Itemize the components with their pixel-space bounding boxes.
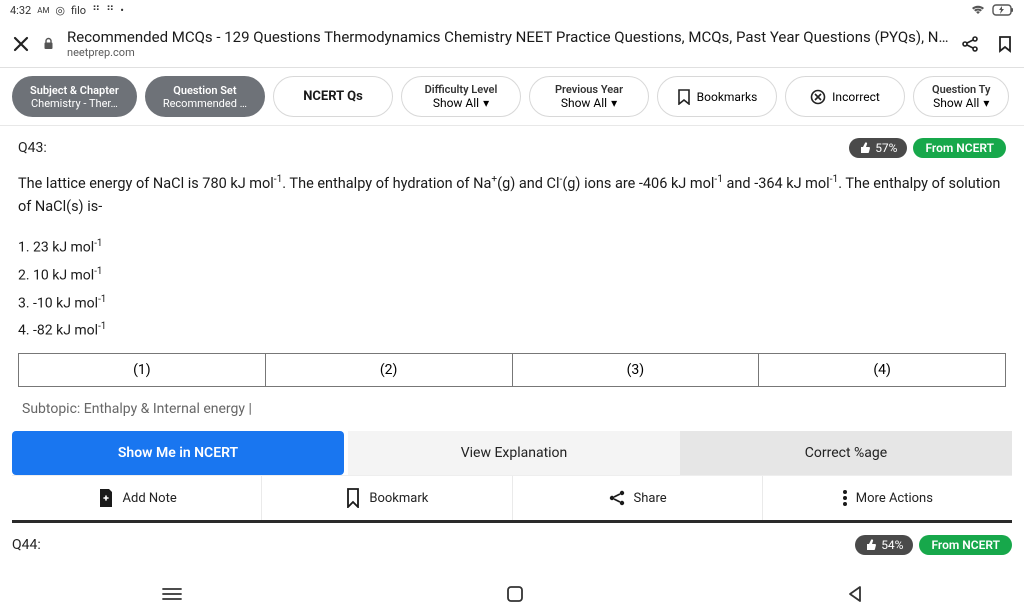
dot-icon: • [120,4,124,17]
thumbs-up-icon [859,142,871,154]
answer-cell-4[interactable]: (4) [759,354,1005,386]
chip-difficulty-top: Difficulty Level [425,83,498,96]
filter-chips-row: Subject & Chapter Chemistry - Ther… Ques… [0,68,1024,126]
page-title: Recommended MCQs - 129 Questions Thermod… [67,28,949,46]
chip-prevyear-top: Previous Year [555,83,623,96]
recents-icon[interactable] [161,586,183,602]
button-row: Show Me in NCERT View Explanation Correc… [12,431,1012,475]
more-actions-label: More Actions [856,491,933,506]
question-card-44: Q44: 54% From NCERT [12,535,1012,555]
add-note-button[interactable]: Add Note [12,476,261,520]
subtopic-value: Enthalpy & Internal energy | [84,401,252,417]
battery-icon [992,4,1014,16]
chip-question-set[interactable]: Question Set Recommended … [145,76,265,117]
home-icon[interactable] [506,585,524,603]
back-icon[interactable] [847,585,863,603]
option-4: 4. -82 kJ mol-1 [18,321,1006,339]
url-block[interactable]: Recommended MCQs - 129 Questions Thermod… [67,28,949,59]
chip-incorrect[interactable]: Incorrect [785,76,905,117]
action-row: Add Note Bookmark Share More Actions [12,475,1012,523]
status-bar: 4:32 AM ◎ filo ⠛ ⠛ • [0,0,1024,20]
page-domain: neetprep.com [67,46,949,59]
add-note-label: Add Note [123,491,177,506]
option-3: 3. -10 kJ mol-1 [18,294,1006,312]
question-number: Q43: [18,140,47,156]
show-in-ncert-button[interactable]: Show Me in NCERT [12,431,344,475]
answer-cell-2[interactable]: (2) [266,354,513,386]
like-percent-value: 54% [881,538,903,552]
more-actions-button[interactable]: More Actions [762,476,1012,520]
chip-bookmarks-label: Bookmarks [697,90,758,104]
lock-icon [42,37,55,50]
chip-subject-top: Subject & Chapter [30,84,119,97]
chip-previous-year[interactable]: Previous Year Show All ▾ [529,76,649,117]
source-badge: From NCERT [919,535,1012,555]
bookmark-outline-icon [677,89,691,105]
like-percent-badge[interactable]: 57% [849,138,907,158]
correct-pct-button[interactable]: Correct %age [680,431,1012,475]
close-icon[interactable] [12,35,30,53]
chip-subject[interactable]: Subject & Chapter Chemistry - Ther… [12,76,137,117]
share-icon [608,489,626,507]
wifi-icon [970,4,986,16]
chip-qtype-bottom: Show All [933,96,979,110]
bookmark-icon[interactable] [997,35,1013,53]
thumbs-up-icon [865,539,877,551]
view-explanation-button[interactable]: View Explanation [348,431,680,475]
chip-difficulty[interactable]: Difficulty Level Show All ▾ [401,76,521,117]
chip-difficulty-bottom: Show All [433,96,479,110]
bookmark-label: Bookmark [369,491,428,506]
browser-bar: Recommended MCQs - 129 Questions Thermod… [0,20,1024,68]
chip-prevyear-bottom: Show All [561,96,607,110]
share-label: Share [634,491,667,506]
question-card-43: Q43: 57% From NCERT The lattice energy o… [12,134,1012,523]
answer-cell-1[interactable]: (1) [19,354,266,386]
chip-incorrect-label: Incorrect [832,90,880,104]
notif-icon-2: ⠛ [106,4,114,17]
share-button[interactable]: Share [512,476,762,520]
bookmark-button[interactable]: Bookmark [261,476,511,520]
chip-question-type[interactable]: Question Ty Show All ▾ [913,76,1010,117]
answer-cell-3[interactable]: (3) [513,354,760,386]
answer-grid: (1) (2) (3) (4) [18,353,1006,387]
app-icon: ◎ [55,4,65,17]
clock-ampm: AM [37,6,49,15]
notif-icon: ⠛ [92,4,100,17]
chevron-down-icon: ▾ [983,96,989,110]
more-vert-icon [842,488,848,508]
source-badge: From NCERT [913,138,1006,158]
chip-qset-bottom: Recommended … [163,97,247,110]
share-icon[interactable] [961,35,979,53]
chip-bookmarks[interactable]: Bookmarks [657,76,777,117]
like-percent-value: 57% [875,141,897,155]
option-1: 1. 23 kJ mol-1 [18,238,1006,256]
chip-subject-bottom: Chemistry - Ther… [31,97,118,110]
add-note-icon [97,488,115,508]
question-text: The lattice energy of NaCl is 780 kJ mol… [12,162,1012,228]
chip-ncert-label: NCERT Qs [303,89,363,104]
chip-qtype-top: Question Ty [932,83,991,96]
chip-qset-top: Question Set [173,84,236,97]
clock-time: 4:32 [10,4,31,17]
question-number: Q44: [12,537,41,553]
option-2: 2. 10 kJ mol-1 [18,266,1006,284]
app-name: filo [71,4,86,17]
system-nav-bar [0,574,1024,614]
subtopic-label: Subtopic: [22,401,84,417]
chip-ncert[interactable]: NCERT Qs [273,76,393,117]
bookmark-outline-icon [345,488,361,508]
incorrect-icon [810,89,826,105]
options-list: 1. 23 kJ mol-1 2. 10 kJ mol-1 3. -10 kJ … [12,238,1012,339]
chevron-down-icon: ▾ [483,96,489,110]
subtopic-row: Subtopic: Enthalpy & Internal energy | [12,387,1012,431]
chevron-down-icon: ▾ [611,96,617,110]
like-percent-badge[interactable]: 54% [855,535,913,555]
